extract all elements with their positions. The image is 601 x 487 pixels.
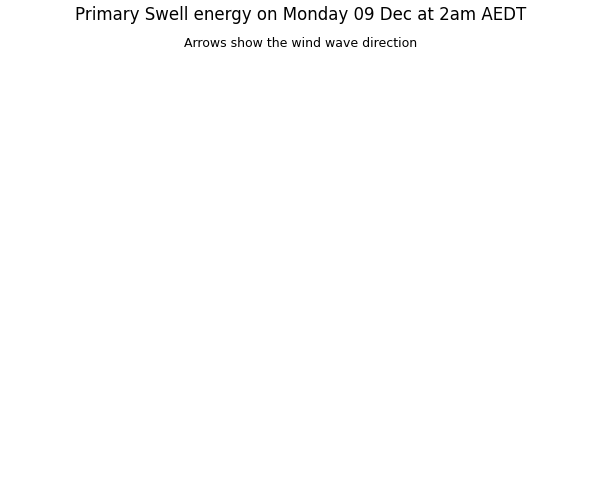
Text: Primary Swell energy on Monday 09 Dec at 2am AEDT: Primary Swell energy on Monday 09 Dec at… [75,6,526,23]
Text: cartopy required: cartopy required [243,263,358,277]
Text: Arrows show the wind wave direction: Arrows show the wind wave direction [184,37,417,50]
